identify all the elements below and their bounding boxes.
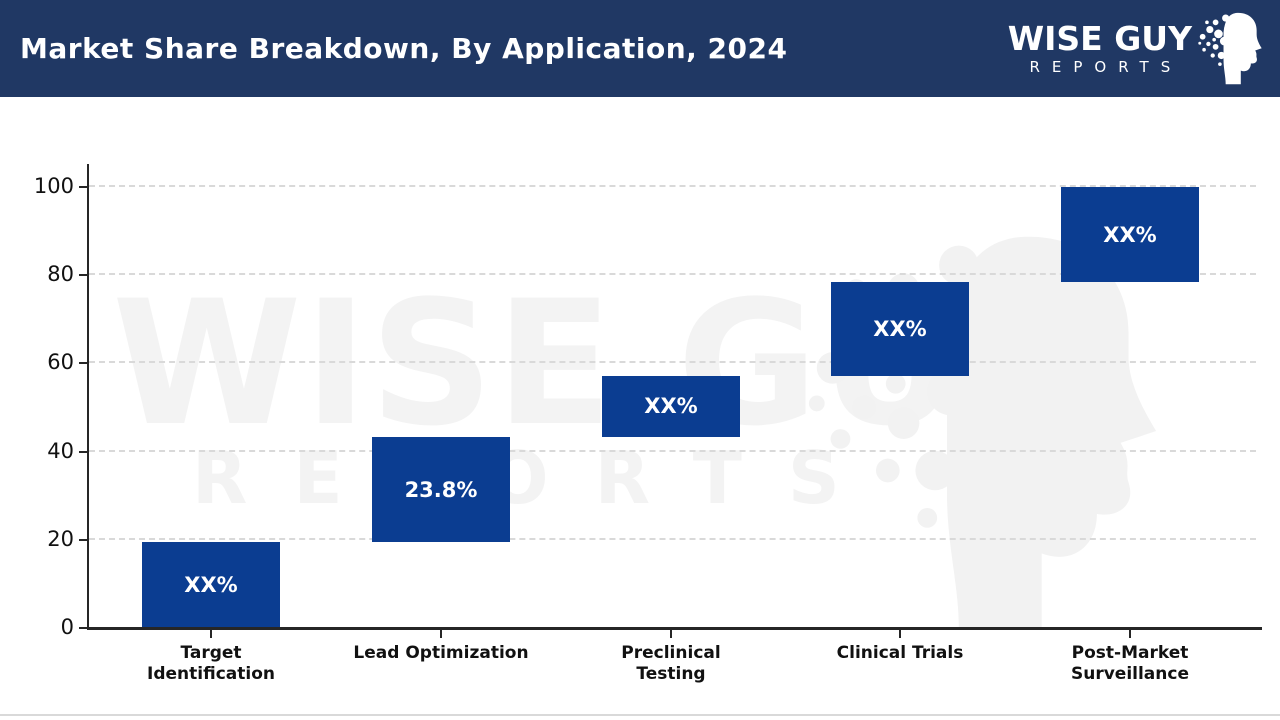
gridline bbox=[89, 537, 1256, 540]
waterfall-bar: 23.8% bbox=[372, 437, 510, 543]
x-category-label: Clinical Trials bbox=[836, 643, 964, 663]
y-axis-tick bbox=[79, 186, 87, 188]
page-title: Market Share Breakdown, By Application, … bbox=[20, 32, 788, 65]
x-axis-tick bbox=[1129, 630, 1131, 638]
gridline bbox=[89, 185, 1256, 187]
x-category-label: Lead Optimization bbox=[353, 643, 529, 663]
waterfall-bar: XX% bbox=[142, 542, 280, 627]
header-bar: Market Share Breakdown, By Application, … bbox=[0, 0, 1280, 97]
x-axis-tick bbox=[670, 630, 672, 638]
x-category-label: Preclinical Testing bbox=[621, 643, 721, 684]
brand-logo-text: WISE GUY REPORTS bbox=[1007, 18, 1192, 76]
x-axis-tick bbox=[899, 630, 901, 638]
gridline bbox=[89, 361, 1256, 364]
bar-value-label: XX% bbox=[1103, 222, 1157, 247]
waterfall-bar: XX% bbox=[602, 375, 740, 438]
y-tick-label: 20 bbox=[47, 526, 74, 551]
gridline bbox=[89, 273, 1256, 276]
brand-subname: REPORTS bbox=[1029, 57, 1183, 76]
x-category-label: Target Identification bbox=[147, 643, 275, 684]
brand-logo: WISE GUY REPORTS bbox=[1008, 9, 1266, 89]
y-axis-tick bbox=[79, 362, 87, 365]
brand-name: WISE GUY bbox=[1007, 18, 1192, 58]
y-tick-label: 40 bbox=[47, 438, 74, 463]
bar-value-label: XX% bbox=[184, 572, 238, 597]
x-axis-tick bbox=[210, 630, 212, 638]
waterfall-bar: XX% bbox=[831, 282, 969, 376]
y-axis-tick bbox=[79, 627, 87, 629]
y-tick-label: 80 bbox=[47, 262, 74, 287]
y-axis-tick bbox=[79, 538, 87, 541]
watermark-reports-text: REPORTS bbox=[192, 436, 886, 520]
y-axis-tick bbox=[79, 450, 87, 453]
x-axis-line bbox=[87, 627, 1262, 630]
y-axis-line bbox=[87, 164, 89, 630]
x-axis-tick bbox=[440, 630, 442, 638]
gridline bbox=[89, 449, 1256, 452]
bar-value-label: XX% bbox=[644, 394, 698, 419]
bar-value-label: 23.8% bbox=[404, 477, 478, 502]
y-tick-label: 100 bbox=[33, 174, 74, 198]
x-category-label: Post-Market Surveillance bbox=[1070, 643, 1189, 684]
head-silhouette-icon bbox=[1198, 12, 1262, 84]
y-axis-tick bbox=[79, 274, 87, 277]
bar-value-label: XX% bbox=[873, 316, 927, 341]
bottom-divider bbox=[0, 714, 1280, 716]
plot-area: 0 20 40 60 80 100 XX% 23.8% XX% XX% XX% Target Ident… bbox=[0, 97, 1280, 720]
waterfall-bar: XX% bbox=[1061, 186, 1199, 283]
y-tick-label: 0 bbox=[60, 615, 74, 639]
y-tick-label: 60 bbox=[47, 350, 74, 375]
